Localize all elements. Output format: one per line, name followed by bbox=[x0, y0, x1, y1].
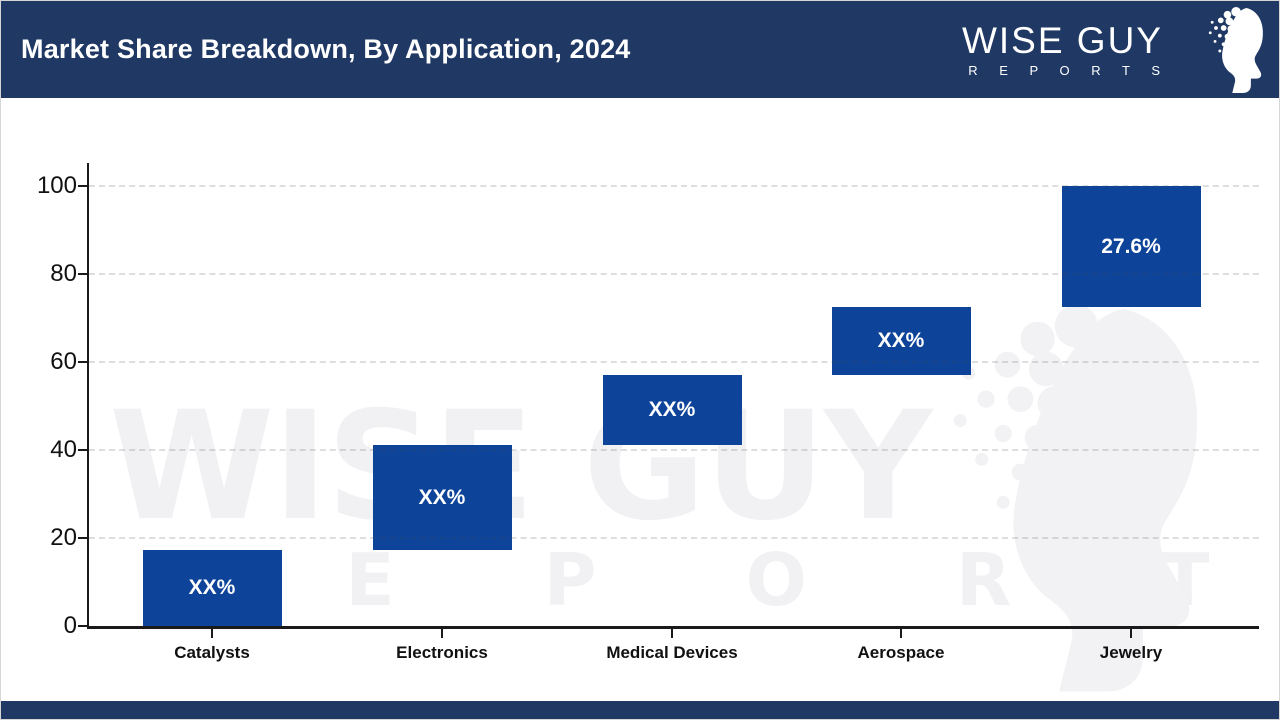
bar-value-label: XX% bbox=[648, 397, 696, 421]
logo: WISE GUY R E P O R T S bbox=[962, 6, 1265, 93]
watermark-wordmark: WISE GUY bbox=[109, 380, 933, 554]
x-tick-mark bbox=[441, 629, 443, 638]
x-category-label-jewelry: Jewelry bbox=[1099, 643, 1163, 662]
y-tick-mark bbox=[78, 449, 87, 451]
y-tick-mark bbox=[78, 273, 87, 275]
y-tick-label: 0 bbox=[63, 612, 77, 639]
x-axis-spine bbox=[87, 626, 1259, 629]
y-tick-mark bbox=[78, 625, 87, 627]
gridline bbox=[89, 273, 1259, 275]
x-category-label-catalysts: Catalysts bbox=[174, 643, 250, 662]
watermark-face-icon bbox=[953, 304, 1198, 692]
bar-jewelry: 27.6% bbox=[1061, 186, 1201, 308]
x-tick-mark bbox=[900, 629, 902, 638]
logo-wordmark: WISE GUY bbox=[961, 19, 1163, 61]
x-tick-mark bbox=[211, 629, 213, 638]
gridline bbox=[89, 361, 1259, 363]
y-tick-label: 100 bbox=[36, 172, 77, 199]
bar-value-label: XX% bbox=[188, 575, 236, 599]
bar-catalysts: XX% bbox=[142, 549, 282, 626]
y-tick-label: 20 bbox=[50, 524, 77, 551]
y-tick-mark bbox=[78, 361, 87, 363]
logo-subtext: R E P O R T S bbox=[968, 62, 1169, 78]
header-bar: Market Share Breakdown, By Application, … bbox=[1, 1, 1279, 98]
page-title: Market Share Breakdown, By Application, … bbox=[21, 34, 631, 64]
x-category-label-medical-devices: Medical Devices bbox=[606, 643, 738, 662]
bar-value-label: 27.6% bbox=[1101, 234, 1161, 258]
x-tick-mark bbox=[671, 629, 673, 638]
bar-aerospace: XX% bbox=[831, 307, 971, 375]
y-tick-label: 40 bbox=[50, 436, 77, 463]
logo-text: WISE GUY R E P O R T S bbox=[962, 22, 1163, 78]
x-category-label-aerospace: Aerospace bbox=[857, 643, 945, 662]
gridline bbox=[89, 185, 1259, 187]
y-tick-label: 80 bbox=[50, 260, 77, 287]
y-tick-label: 60 bbox=[50, 348, 77, 375]
gridline bbox=[89, 449, 1259, 451]
y-axis-spine bbox=[87, 163, 89, 629]
gridline bbox=[89, 537, 1259, 539]
bar-value-label: XX% bbox=[877, 329, 925, 353]
x-category-label-electronics: Electronics bbox=[396, 643, 488, 662]
logo-face-icon bbox=[1208, 6, 1263, 93]
y-tick-mark bbox=[78, 537, 87, 539]
bar-value-label: XX% bbox=[418, 485, 466, 509]
y-tick-mark bbox=[78, 185, 87, 187]
x-tick-mark bbox=[1130, 629, 1132, 638]
bar-medical-devices: XX% bbox=[602, 374, 742, 446]
bar-electronics: XX% bbox=[372, 445, 512, 550]
chart-area: WISE GUY R E P O R T S 020406080100XX%XX… bbox=[1, 98, 1279, 701]
footer-bar bbox=[1, 701, 1279, 719]
